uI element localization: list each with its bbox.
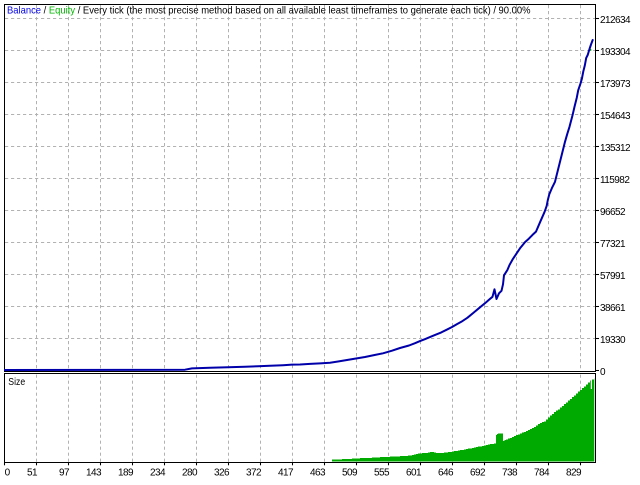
svg-text:509: 509 [342,467,358,478]
svg-text:692: 692 [470,467,486,478]
svg-text:135312: 135312 [600,143,631,154]
svg-text:77321: 77321 [600,239,626,250]
svg-text:555: 555 [374,467,390,478]
svg-text:372: 372 [246,467,262,478]
svg-text:234: 234 [150,467,166,478]
svg-text:173973: 173973 [600,79,631,90]
svg-text:Size: Size [8,376,25,388]
svg-text:417: 417 [278,467,294,478]
svg-text:646: 646 [438,467,454,478]
svg-text:280: 280 [182,467,198,478]
svg-text:38661: 38661 [600,303,626,314]
svg-text:143: 143 [86,467,102,478]
svg-text:96652: 96652 [600,207,626,218]
svg-text:601: 601 [406,467,422,478]
svg-text:57991: 57991 [600,271,626,282]
svg-text:97: 97 [59,467,70,478]
svg-text:Balance / Equity / Every tick: Balance / Equity / Every tick (the most … [7,4,531,16]
svg-text:154643: 154643 [600,111,631,122]
svg-text:0: 0 [5,467,11,478]
svg-text:784: 784 [534,467,550,478]
svg-text:19330: 19330 [600,335,626,346]
svg-text:51: 51 [27,467,38,478]
svg-text:463: 463 [310,467,326,478]
svg-text:115982: 115982 [600,175,630,186]
svg-text:212634: 212634 [600,15,631,26]
svg-text:738: 738 [502,467,518,478]
svg-text:0: 0 [600,367,606,378]
svg-text:189: 189 [118,467,134,478]
svg-text:829: 829 [566,467,582,478]
svg-text:193304: 193304 [600,47,631,58]
svg-text:326: 326 [214,467,230,478]
